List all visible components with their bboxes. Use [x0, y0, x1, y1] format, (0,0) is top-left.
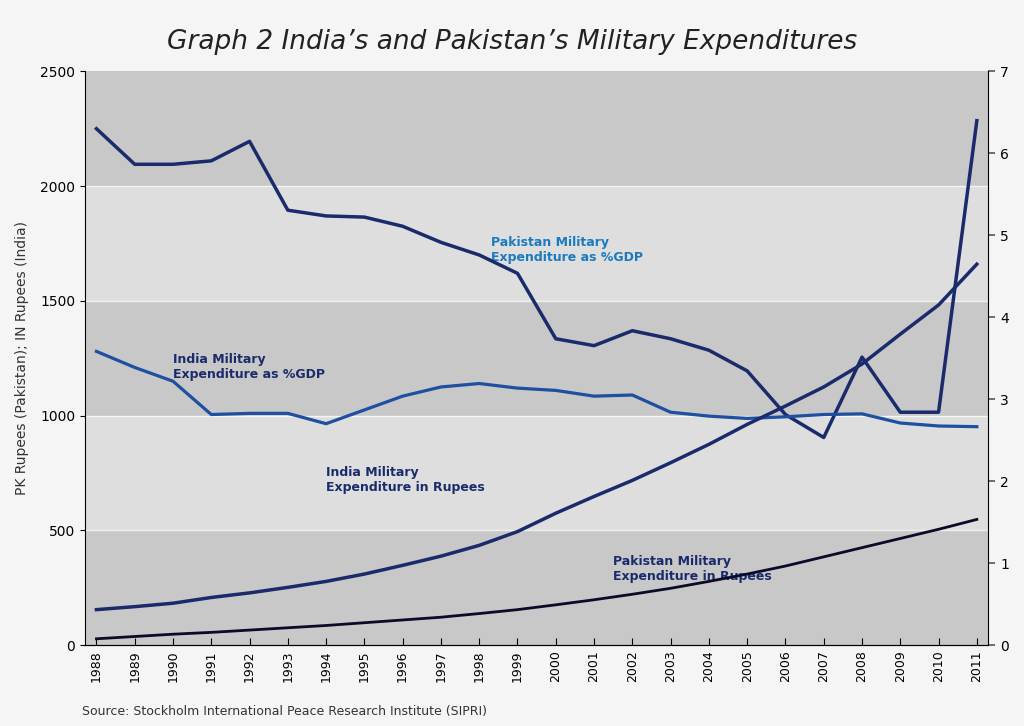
Text: Pakistan Military
Expenditure as %GDP: Pakistan Military Expenditure as %GDP: [490, 237, 643, 264]
Text: India Military
Expenditure in Rupees: India Military Expenditure in Rupees: [326, 466, 484, 494]
Bar: [85, 416, 988, 531]
Bar: [85, 301, 988, 416]
Text: Graph 2 India’s and Pakistan’s Military Expenditures: Graph 2 India’s and Pakistan’s Military …: [167, 29, 857, 55]
Bar: [85, 186, 988, 301]
Text: India Military
Expenditure as %GDP: India Military Expenditure as %GDP: [173, 354, 325, 381]
Text: Source: Stockholm International Peace Research Institute (SIPRI): Source: Stockholm International Peace Re…: [82, 705, 487, 718]
Y-axis label: PK Rupees (Pakistan); IN Rupees (India): PK Rupees (Pakistan); IN Rupees (India): [15, 221, 29, 495]
Text: Pakistan Military
Expenditure in Rupees: Pakistan Military Expenditure in Rupees: [613, 555, 772, 584]
Bar: [85, 71, 988, 186]
Bar: [85, 531, 988, 645]
